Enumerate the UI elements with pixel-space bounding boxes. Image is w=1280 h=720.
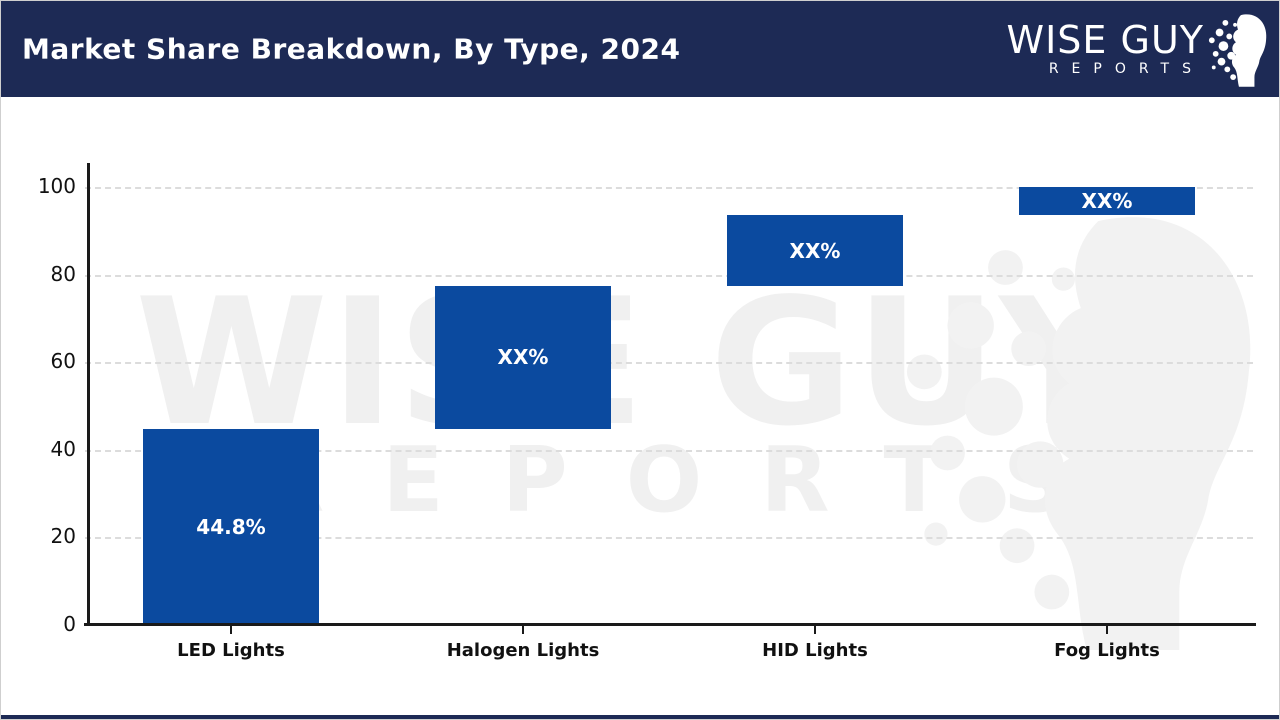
plot-area: 44.8% XX% XX% XX% — [85, 187, 1253, 625]
y-axis-tick-label-100: 100 — [37, 174, 76, 198]
logo-reports-label: REPORTS — [1048, 61, 1204, 78]
bar-value-label: XX% — [497, 345, 549, 370]
x-axis-tick-fog-lights — [1106, 626, 1108, 634]
x-axis-tick-led-lights — [230, 626, 232, 634]
chart-title: Market Share Breakdown, By Type, 2024 — [22, 32, 681, 65]
bar-led-lights: 44.8% — [143, 428, 319, 625]
gridline-20 — [85, 537, 1253, 540]
gridline-80 — [85, 274, 1253, 277]
y-axis-tick-label-20: 20 — [50, 524, 76, 549]
footer-bar — [0, 715, 1280, 720]
x-axis-label-fog-lights: Fog Lights — [1054, 640, 1160, 661]
gridline-60 — [85, 362, 1253, 365]
y-axis-tick-label-0: 0 — [63, 612, 76, 636]
x-axis-label-led-lights: LED Lights — [177, 640, 285, 661]
x-axis-tick-hid-lights — [814, 626, 816, 634]
header-bar: Market Share Breakdown, By Type, 2024 WI… — [0, 0, 1280, 97]
y-axis-line — [87, 163, 90, 626]
watermark-face-icon — [906, 217, 1251, 650]
x-axis-line — [84, 623, 1256, 626]
wiseguy-logo: WISE GUY REPORTS — [1007, 8, 1268, 90]
y-axis-tick-label-60: 60 — [50, 349, 76, 374]
bar-value-label: XX% — [1081, 189, 1133, 214]
gridline-100 — [85, 187, 1253, 189]
logo-wiseguy-label: WISE GUY — [1006, 17, 1204, 62]
wiseguy-logo-text: WISE GUY REPORTS — [1006, 17, 1204, 78]
y-axis-tick-label-80: 80 — [50, 261, 76, 286]
x-axis-tick-halogen-lights — [522, 626, 524, 634]
bar-value-label: XX% — [789, 238, 841, 263]
x-axis-label-halogen-lights: Halogen Lights — [446, 640, 600, 661]
bar-fog-lights: XX% — [1019, 187, 1195, 216]
y-axis-tick-label-40: 40 — [50, 436, 76, 461]
gridline-40 — [85, 449, 1253, 452]
x-axis-label-hid-lights: HID Lights — [762, 640, 868, 661]
bar-value-label: 44.8% — [196, 514, 266, 539]
bar-halogen-lights: XX% — [435, 285, 611, 429]
wiseguy-face-icon — [1208, 14, 1267, 87]
bar-hid-lights: XX% — [727, 215, 903, 286]
